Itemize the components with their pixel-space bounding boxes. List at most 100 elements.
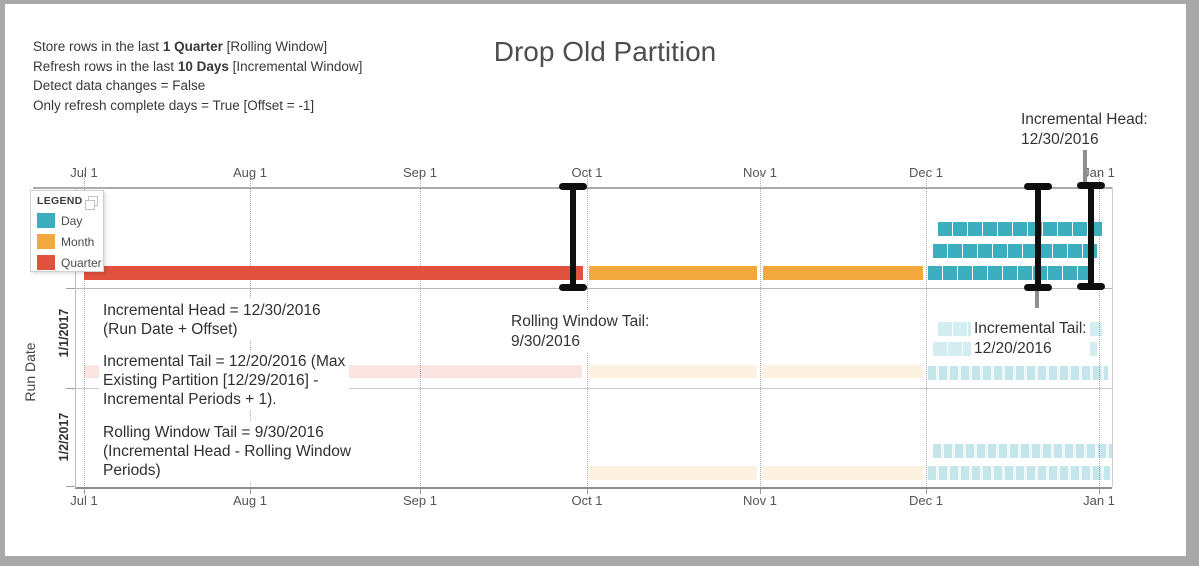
- legend-item-month: Month: [37, 234, 103, 249]
- x-axis-label-top: Aug 1: [233, 165, 267, 180]
- rolling-window-tail-marker: [559, 183, 587, 291]
- run-date-axis-title: Run Date: [22, 342, 38, 402]
- x-axis-tick: [1099, 489, 1100, 494]
- legend-item-label: Quarter: [61, 255, 102, 270]
- page-title: Drop Old Partition: [493, 36, 717, 67]
- x-axis-tick: [587, 489, 588, 494]
- legend-item-label: Day: [61, 213, 83, 228]
- x-axis-label-bottom: Nov 1: [743, 493, 777, 508]
- day-squares-faded-band: [933, 444, 1113, 458]
- legend-item-quarter: Quarter: [37, 255, 103, 270]
- day-square: [1053, 244, 1067, 258]
- incremental-tail-marker: [1024, 183, 1052, 291]
- day-square: [1088, 322, 1102, 336]
- day-square: [988, 266, 1002, 280]
- day-square: [968, 222, 982, 236]
- partition-bar-quarter: [84, 266, 583, 280]
- quarter-swatch: [37, 255, 55, 270]
- x-axis-tick: [250, 489, 251, 494]
- day-square: [928, 266, 942, 280]
- y-axis-tick: [66, 288, 75, 289]
- incremental-tail-leader: [1035, 288, 1039, 308]
- incremental-head-marker: [1077, 182, 1105, 290]
- incremental-head-note: Incremental Head = 12/30/2016 (Run Date …: [99, 299, 325, 341]
- x-axis-label-bottom: Oct 1: [571, 493, 603, 508]
- day-square: [1008, 244, 1022, 258]
- chart-right-border: [1112, 187, 1113, 487]
- day-square: [1003, 266, 1017, 280]
- x-axis-label-bottom: Jan 1: [1083, 493, 1115, 508]
- day-square: [1068, 244, 1082, 258]
- day-square: [948, 342, 962, 356]
- day-square: [1013, 222, 1027, 236]
- day-square: [1063, 266, 1077, 280]
- day-square: [1048, 266, 1062, 280]
- day-squares-faded-band: [928, 466, 1110, 480]
- copy-icon[interactable]: [85, 196, 98, 210]
- x-axis-label-top: Nov 1: [743, 165, 777, 180]
- partition-bar-month: [589, 365, 757, 378]
- day-square: [963, 244, 977, 258]
- incremental-head-callout: Incremental Head: 12/30/2016: [1018, 109, 1151, 150]
- partition-bar-month: [589, 466, 757, 480]
- month-gridline: [420, 174, 421, 488]
- x-axis-tick: [84, 489, 85, 494]
- day-square: [973, 266, 987, 280]
- legend-item-label: Month: [61, 234, 95, 249]
- day-square: [978, 244, 992, 258]
- x-axis-label-top: Jan 1: [1083, 165, 1115, 180]
- x-axis-label-top: Jul 1: [70, 165, 98, 180]
- month-gridline: [926, 174, 927, 488]
- day-square: [938, 222, 952, 236]
- partition-bar-month: [763, 365, 923, 378]
- day-square: [948, 244, 962, 258]
- month-gridline: [1099, 174, 1100, 488]
- day-square: [958, 266, 972, 280]
- rolling-window-tail-note: Rolling Window Tail = 9/30/2016 (Increme…: [99, 421, 356, 482]
- x-axis-label-top: Oct 1: [571, 165, 603, 180]
- x-axis-label-bottom: Jul 1: [70, 493, 98, 508]
- day-square: [1018, 266, 1032, 280]
- setting-incremental-window: Refresh rows in the last 10 Days [Increm…: [33, 58, 363, 74]
- settings-summary: Store rows in the last 1 Quarter [Rollin…: [33, 37, 362, 115]
- day-square: [1073, 222, 1087, 236]
- day-square: [998, 222, 1012, 236]
- partition-bar-month: [763, 266, 923, 280]
- rolling-window-tail-callout: Rolling Window Tail: 9/30/2016: [508, 311, 653, 352]
- legend-title: LEGEND: [37, 195, 83, 207]
- incremental-tail-note: Incremental Tail = 12/20/2016 (Max Exist…: [99, 350, 350, 411]
- y-axis-tick: [66, 388, 75, 389]
- setting-detect-data-changes: Detect data changes = False: [33, 78, 206, 93]
- x-axis-tick: [926, 489, 927, 494]
- day-square: [933, 342, 947, 356]
- partition-bar-month: [763, 466, 923, 480]
- x-axis-label-top: Sep 1: [403, 165, 437, 180]
- day-square: [1058, 222, 1072, 236]
- x-axis-line: [75, 487, 1112, 489]
- day-squares-faded-band: [928, 366, 1108, 380]
- y-axis-tick: [66, 486, 75, 487]
- x-axis-label-bottom: Sep 1: [403, 493, 437, 508]
- chart-left-border: [75, 187, 76, 488]
- day-square: [953, 322, 967, 336]
- legend: LEGEND Day Month Quarter: [30, 190, 104, 272]
- incremental-tail-callout: Incremental Tail: 12/20/2016: [971, 318, 1090, 359]
- day-square: [933, 244, 947, 258]
- setting-rolling-window: Store rows in the last 1 Quarter [Rollin…: [33, 39, 328, 54]
- x-axis-label-top: Dec 1: [909, 165, 943, 180]
- setting-complete-days: Only refresh complete days = True [Offse…: [33, 97, 315, 113]
- x-axis-label-bottom: Aug 1: [233, 493, 267, 508]
- day-square: [943, 266, 957, 280]
- x-axis-label-bottom: Dec 1: [909, 493, 943, 508]
- month-gridline: [760, 174, 761, 488]
- run-date-row-label-1: 1/1/2017: [57, 308, 71, 358]
- run-date-row-label-2: 1/2/2017: [57, 412, 71, 462]
- incremental-head-leader: [1083, 150, 1087, 187]
- x-axis-tick: [420, 489, 421, 494]
- day-square: [953, 222, 967, 236]
- day-square: [1043, 222, 1057, 236]
- month-swatch: [37, 234, 55, 249]
- chart-row-border-1: [75, 288, 1112, 289]
- month-gridline: [84, 174, 85, 488]
- day-square: [993, 244, 1007, 258]
